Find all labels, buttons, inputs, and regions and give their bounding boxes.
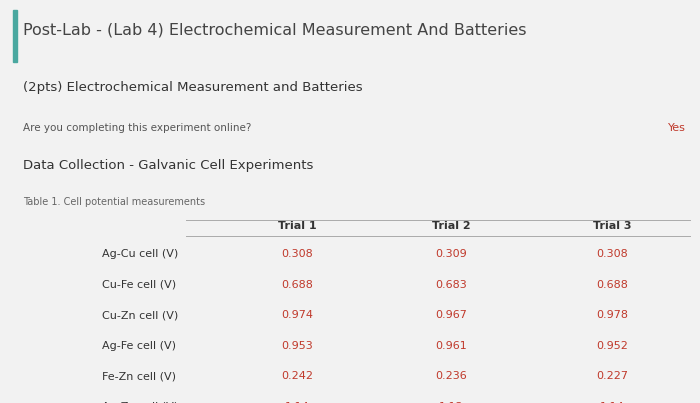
Text: 0.227: 0.227 <box>596 372 629 381</box>
Text: Post-Lab - (Lab 4) Electrochemical Measurement And Batteries: Post-Lab - (Lab 4) Electrochemical Measu… <box>23 22 526 37</box>
Text: Yes: Yes <box>668 123 686 133</box>
Text: Fe-Zn cell (V): Fe-Zn cell (V) <box>102 372 176 381</box>
Text: 1.14: 1.14 <box>285 402 310 403</box>
Text: 0.978: 0.978 <box>596 310 629 320</box>
Text: Trial 1: Trial 1 <box>278 221 317 231</box>
Text: 1.14: 1.14 <box>600 402 625 403</box>
Text: Ag-Cu cell (V): Ag-Cu cell (V) <box>102 249 178 259</box>
Text: 0.688: 0.688 <box>281 280 314 289</box>
Text: 0.952: 0.952 <box>596 341 629 351</box>
Text: Trial 3: Trial 3 <box>594 221 631 231</box>
Text: Ag-Fe cell (V): Ag-Fe cell (V) <box>102 341 176 351</box>
Text: Cu-Fe cell (V): Cu-Fe cell (V) <box>102 280 176 289</box>
Text: 0.309: 0.309 <box>435 249 468 259</box>
Text: Ag-Zn cell (V): Ag-Zn cell (V) <box>102 402 178 403</box>
Text: Table 1. Cell potential measurements: Table 1. Cell potential measurements <box>23 197 205 208</box>
Text: 0.242: 0.242 <box>281 372 314 381</box>
Text: 0.236: 0.236 <box>435 372 468 381</box>
Text: Data Collection - Galvanic Cell Experiments: Data Collection - Galvanic Cell Experime… <box>23 159 314 172</box>
Text: 0.974: 0.974 <box>281 310 314 320</box>
Text: Trial 2: Trial 2 <box>432 221 471 231</box>
Text: 0.953: 0.953 <box>281 341 314 351</box>
Text: 1.12: 1.12 <box>439 402 464 403</box>
Text: 0.967: 0.967 <box>435 310 468 320</box>
Text: 0.961: 0.961 <box>435 341 468 351</box>
Text: (2pts) Electrochemical Measurement and Batteries: (2pts) Electrochemical Measurement and B… <box>23 81 363 93</box>
Text: 0.308: 0.308 <box>596 249 629 259</box>
Text: Are you completing this experiment online?: Are you completing this experiment onlin… <box>23 123 251 133</box>
Text: 0.683: 0.683 <box>435 280 468 289</box>
Text: 0.688: 0.688 <box>596 280 629 289</box>
Text: 0.308: 0.308 <box>281 249 314 259</box>
Text: Cu-Zn cell (V): Cu-Zn cell (V) <box>102 310 178 320</box>
